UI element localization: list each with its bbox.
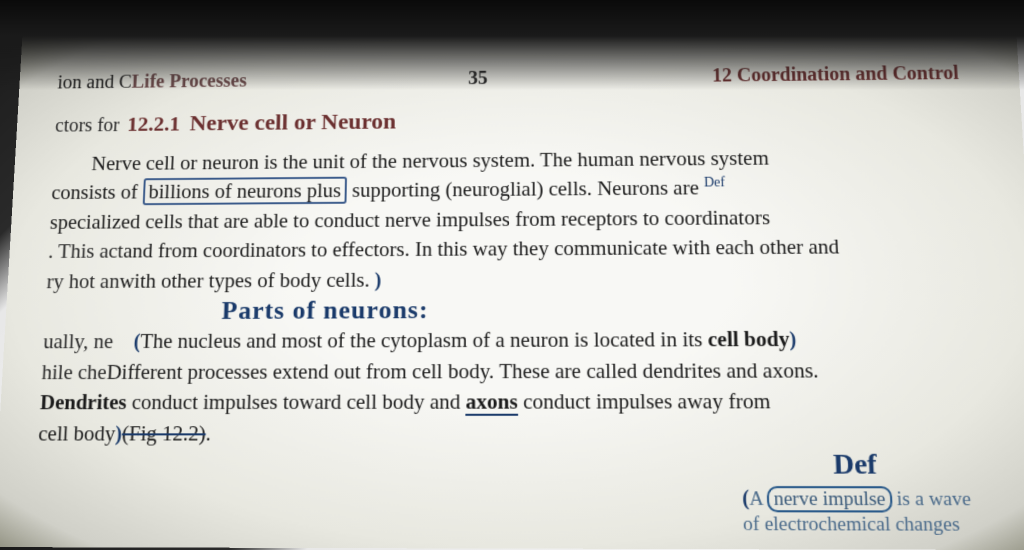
bold-dendrites: Dendrites bbox=[39, 390, 127, 414]
struck-fig-ref: (Fig 12.2) bbox=[121, 421, 206, 445]
section-heading-row: ctors for 12.2.1 Nerve cell or Neuron bbox=[55, 104, 962, 138]
paragraph-1: Nerve cell or neuron is the unit of the … bbox=[46, 142, 970, 297]
cut-text-p2-2: hile che bbox=[41, 360, 107, 384]
p2-line2-row: hile cheDifferent processes extend out f… bbox=[41, 354, 975, 387]
handwritten-subheading: Parts of neurons: bbox=[221, 293, 972, 326]
header-left: ion and CLife Processes bbox=[57, 71, 247, 95]
cut-text-p1-4: . This act bbox=[48, 239, 124, 263]
definition-sidebar: Def (A nerve impulse is a wave of electr… bbox=[741, 447, 973, 539]
pen-paren-close-2: ) bbox=[789, 329, 797, 351]
cut-text-p2-1: ually, ne bbox=[43, 329, 114, 353]
running-head-left: Life Processes bbox=[131, 71, 247, 93]
section-number: 12.2.1 bbox=[127, 112, 181, 137]
boxed-nerve-impulse: nerve impulse bbox=[767, 486, 892, 512]
cut-text-p1-5: ry hot an bbox=[46, 269, 120, 293]
bold-cell-body: cell body bbox=[708, 327, 790, 352]
cut-text-section: ctors for bbox=[55, 115, 120, 137]
margin-annotation-def: Def bbox=[704, 176, 725, 191]
pen-paren-close: ) bbox=[369, 270, 381, 292]
p1-line5-row: ry hot anwith other types of body cells.… bbox=[46, 262, 970, 297]
p2-line4-row: cell body)(Fig 12.2). bbox=[38, 417, 979, 449]
bold-axons: axons bbox=[466, 389, 518, 416]
section-title: Nerve cell or Neuron bbox=[189, 109, 396, 137]
def-line2: of electrochemical changes bbox=[743, 513, 973, 540]
cut-text-left: ion and C bbox=[57, 72, 132, 93]
page-header: ion and CLife Processes 35 12 Coordinati… bbox=[57, 63, 959, 94]
def-line1: (A nerve impulse is a wave bbox=[742, 485, 972, 513]
def-handwritten-title: Def bbox=[741, 447, 970, 485]
p2-line1-row: ually, ne (The nucleus and most of the c… bbox=[43, 323, 974, 357]
p1-line4-row: . This actand from coordinators to effec… bbox=[48, 231, 969, 266]
boxed-phrase: billions of neurons plus bbox=[142, 177, 347, 205]
page-number: 35 bbox=[468, 68, 488, 90]
running-head-right: 12 Coordination and Control bbox=[712, 63, 959, 88]
textbook-page: ion and CLife Processes 35 12 Coordinati… bbox=[0, 24, 1024, 550]
p2-line3-row: Dendrites conduct impulses toward cell b… bbox=[39, 386, 977, 418]
paragraph-2: ually, ne (The nucleus and most of the c… bbox=[38, 323, 979, 449]
